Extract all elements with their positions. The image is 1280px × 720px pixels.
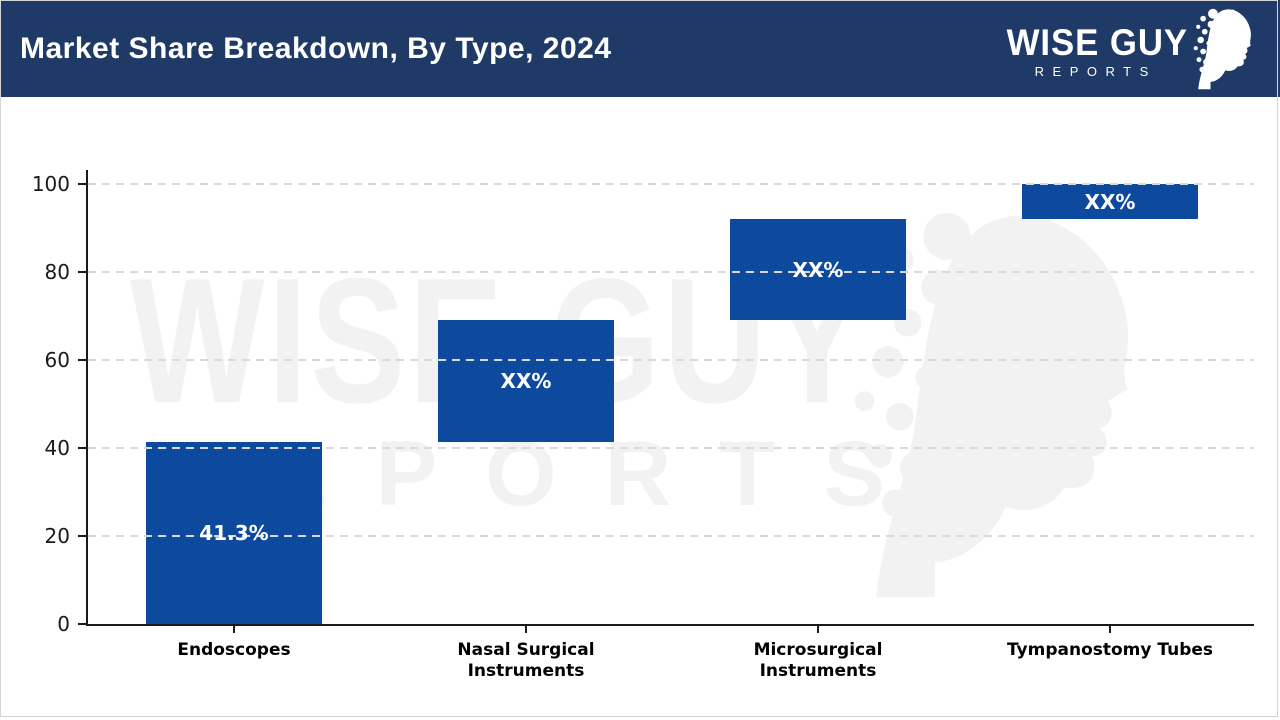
y-tick-label: 80	[44, 260, 70, 284]
y-tick-mark	[78, 359, 86, 361]
y-tick-label: 40	[44, 436, 70, 460]
bar-value-label: 41.3%	[199, 521, 269, 546]
header: Market Share Breakdown, By Type, 2024 WI…	[0, 0, 1280, 97]
chart-title: Market Share Breakdown, By Type, 2024	[20, 31, 612, 65]
bar-value-label: XX%	[792, 257, 844, 282]
logo-wordmark: WISE GUY	[1006, 22, 1188, 63]
face-profile-icon	[1193, 8, 1251, 89]
gridline	[88, 447, 1254, 449]
bar	[146, 442, 322, 624]
x-tick-mark	[525, 626, 527, 633]
gridline	[88, 535, 1254, 537]
y-tick-label: 0	[57, 612, 70, 636]
gridline	[88, 359, 1254, 361]
y-tick-label: 100	[31, 172, 70, 196]
y-tick-label: 20	[44, 524, 70, 548]
y-tick-mark	[78, 271, 86, 273]
x-category-label: Nasal Surgical Instruments	[457, 640, 595, 682]
gridline	[88, 271, 1254, 273]
bar	[438, 320, 614, 443]
logo-text: WISE GUY REPORTS	[995, 24, 1188, 79]
x-tick-mark	[233, 626, 235, 633]
y-tick-mark	[78, 183, 86, 185]
plot-area: 0 20 40 60 80 100 41.3% Endoscopes XX% Nasal Surg…	[32, 170, 1254, 681]
x-category-label: Microsurgical Instruments	[753, 640, 883, 682]
x-category-label: Tympanostomy Tubes	[1006, 640, 1214, 660]
wise-guy-reports-logo: WISE GUY REPORTS	[995, 7, 1254, 91]
y-tick-mark	[78, 447, 86, 449]
y-tick-mark	[78, 623, 86, 625]
logo-subtitle: REPORTS	[1034, 64, 1157, 79]
gridline	[88, 183, 1254, 185]
y-tick-mark	[78, 535, 86, 537]
x-category-label: Endoscopes	[177, 640, 291, 660]
y-tick-label: 60	[44, 348, 70, 372]
x-tick-mark	[817, 626, 819, 633]
bar-value-label: XX%	[500, 369, 552, 394]
x-tick-mark	[1109, 626, 1111, 633]
bar-value-label: XX%	[1084, 189, 1136, 214]
